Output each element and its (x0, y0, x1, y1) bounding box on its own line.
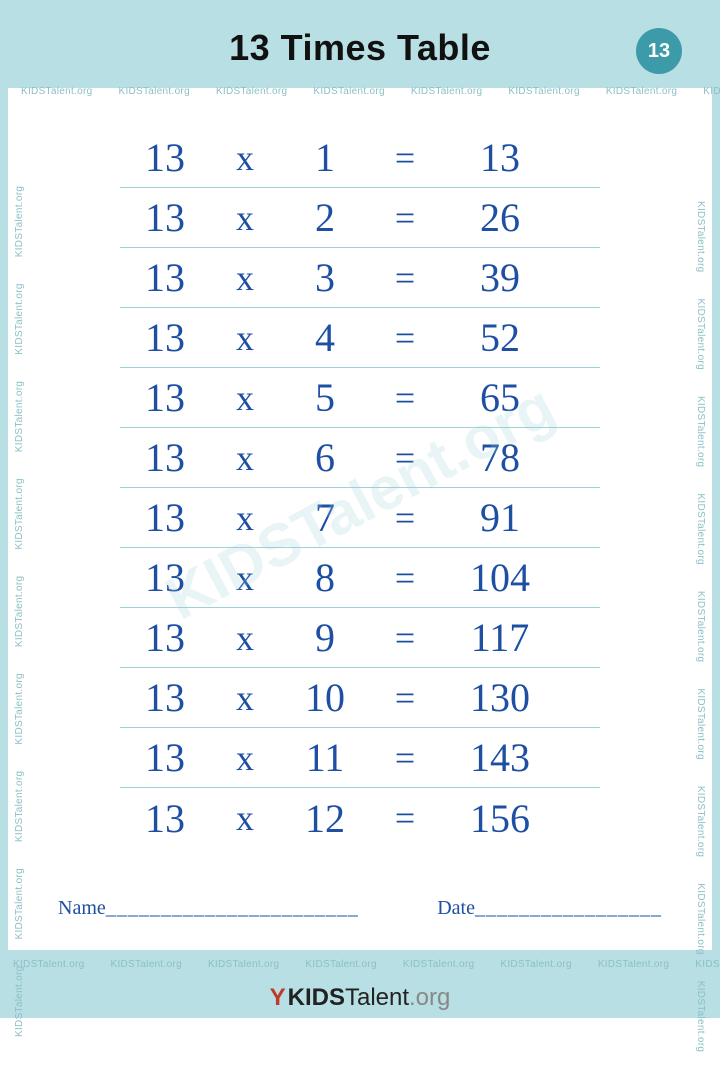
name-label: Name (58, 897, 106, 919)
table-row: 13x5=65 (120, 368, 600, 428)
logo-icon: Y (270, 984, 286, 1011)
product: 91 (440, 494, 560, 541)
table-row: 13x2=26 (120, 188, 600, 248)
multiply-symbol: x (210, 617, 280, 659)
equals-symbol: = (370, 677, 440, 719)
product: 104 (440, 554, 560, 601)
multiply-symbol: x (210, 197, 280, 239)
table-row: 13x7=91 (120, 488, 600, 548)
footer-brand-bold: KIDS (288, 984, 345, 1011)
product: 78 (440, 434, 560, 481)
multiplicand: 13 (120, 614, 210, 661)
times-table: 13x1=1313x2=2613x3=3913x4=5213x5=6513x6=… (120, 118, 600, 848)
multiplier: 2 (280, 194, 370, 241)
equals-symbol: = (370, 137, 440, 179)
name-line: _______________________ (106, 897, 359, 919)
multiplier: 1 (280, 134, 370, 181)
worksheet-page: 13 Times Table 13 KIDSTalent.orgKIDSTale… (0, 0, 720, 1018)
multiplier: 3 (280, 254, 370, 301)
multiply-symbol: x (210, 497, 280, 539)
multiply-symbol: x (210, 437, 280, 479)
multiplier: 5 (280, 374, 370, 421)
footer-brand-rest: Talent (345, 984, 409, 1011)
multiply-symbol: x (210, 737, 280, 779)
multiplier: 12 (280, 795, 370, 842)
date-field: Date_________________ (437, 897, 662, 920)
multiplicand: 13 (120, 554, 210, 601)
multiply-symbol: x (210, 557, 280, 599)
product: 26 (440, 194, 560, 241)
table-row: 13x6=78 (120, 428, 600, 488)
equals-symbol: = (370, 317, 440, 359)
product: 13 (440, 134, 560, 181)
date-line: _________________ (475, 897, 662, 919)
equals-symbol: = (370, 797, 440, 839)
footer-logo: YKIDSTalent.org (0, 984, 720, 1012)
multiply-symbol: x (210, 317, 280, 359)
table-row: 13x10=130 (120, 668, 600, 728)
multiplier: 9 (280, 614, 370, 661)
multiplicand: 13 (120, 254, 210, 301)
multiply-symbol: x (210, 257, 280, 299)
worksheet-body: KIDSTalent.orgKIDSTalent.orgKIDSTalent.o… (8, 88, 712, 950)
multiply-symbol: x (210, 797, 280, 839)
multiplicand: 13 (120, 194, 210, 241)
multiplier: 8 (280, 554, 370, 601)
table-row: 13x12=156 (120, 788, 600, 848)
multiplicand: 13 (120, 795, 210, 842)
watermark-top: KIDSTalent.orgKIDSTalent.orgKIDSTalent.o… (8, 86, 720, 97)
watermark-bottom: KIDSTalent.orgKIDSTalent.orgKIDSTalent.o… (0, 959, 720, 970)
multiplier: 11 (280, 734, 370, 781)
table-row: 13x8=104 (120, 548, 600, 608)
multiplicand: 13 (120, 314, 210, 361)
product: 39 (440, 254, 560, 301)
name-field: Name_______________________ (58, 897, 359, 920)
equals-symbol: = (370, 617, 440, 659)
table-row: 13x1=13 (120, 128, 600, 188)
equals-symbol: = (370, 377, 440, 419)
table-row: 13x9=117 (120, 608, 600, 668)
equals-symbol: = (370, 257, 440, 299)
multiplicand: 13 (120, 374, 210, 421)
multiplicand: 13 (120, 434, 210, 481)
name-date-row: Name_______________________ Date________… (58, 897, 662, 920)
multiplicand: 13 (120, 134, 210, 181)
product: 65 (440, 374, 560, 421)
product: 52 (440, 314, 560, 361)
multiply-symbol: x (210, 677, 280, 719)
equals-symbol: = (370, 737, 440, 779)
table-row: 13x3=39 (120, 248, 600, 308)
multiplicand: 13 (120, 674, 210, 721)
number-badge: 13 (636, 28, 682, 74)
date-label: Date (437, 897, 475, 919)
multiplier: 4 (280, 314, 370, 361)
table-row: 13x11=143 (120, 728, 600, 788)
equals-symbol: = (370, 497, 440, 539)
multiplier: 6 (280, 434, 370, 481)
watermark-left: KIDSTalent.orgKIDSTalent.orgKIDSTalent.o… (14, 188, 25, 1050)
multiply-symbol: x (210, 137, 280, 179)
multiplicand: 13 (120, 734, 210, 781)
product: 130 (440, 674, 560, 721)
table-row: 13x4=52 (120, 308, 600, 368)
multiplier: 7 (280, 494, 370, 541)
equals-symbol: = (370, 437, 440, 479)
multiplicand: 13 (120, 494, 210, 541)
multiply-symbol: x (210, 377, 280, 419)
multiplier: 10 (280, 674, 370, 721)
equals-symbol: = (370, 557, 440, 599)
product: 117 (440, 614, 560, 661)
page-title: 13 Times Table (229, 27, 491, 69)
equals-symbol: = (370, 197, 440, 239)
header: 13 Times Table 13 (8, 8, 712, 88)
footer-domain: .org (409, 984, 450, 1011)
product: 143 (440, 734, 560, 781)
watermark-right: KIDSTalent.orgKIDSTalent.orgKIDSTalent.o… (695, 188, 706, 1050)
product: 156 (440, 795, 560, 842)
